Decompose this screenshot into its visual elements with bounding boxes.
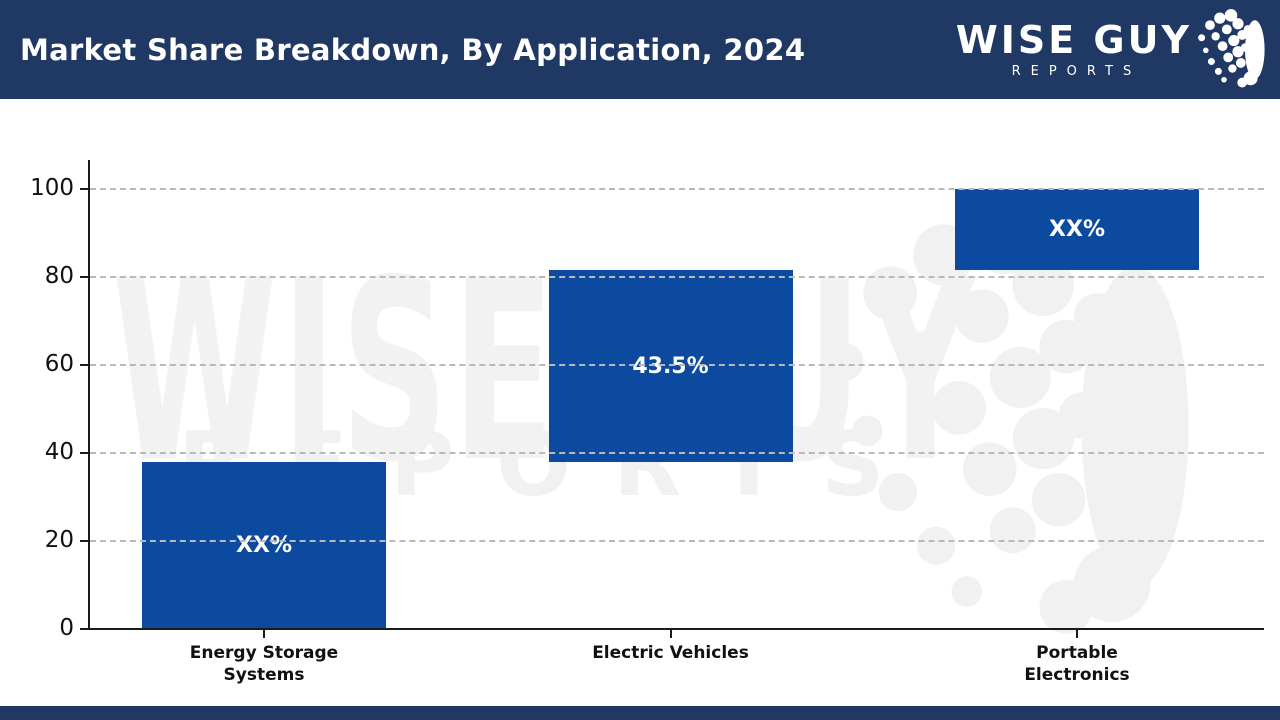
logo-text: WISE GUY REPORTS [956,21,1192,79]
y-tick-label: 60 [44,351,74,377]
y-tick-mark [80,276,88,278]
x-category-label-line: Portable [1036,643,1118,663]
x-tick-mark [1076,630,1078,638]
bar-segment: 43.5% [548,270,793,462]
y-tick-label: 20 [44,527,74,553]
y-axis-line [88,160,90,630]
y-tick-mark [80,364,88,366]
x-category-label: Portable Electronics [907,642,1247,687]
x-tick-mark [669,630,672,638]
bar-value-label: 43.5% [632,353,709,379]
bar-segment: XX% [955,189,1199,271]
footer-bar [0,706,1280,720]
bar-value-label: XX% [236,532,292,558]
x-axis-line [88,628,1264,630]
y-tick-label: 40 [44,439,74,465]
x-category-label-line: Systems [223,665,305,686]
bar-segment: XX% [142,461,386,629]
wise-guy-logo: WISE GUY REPORTS [956,8,1266,91]
y-tick-mark [80,628,88,630]
y-tick-label: 0 [59,615,74,641]
y-tick-mark [80,540,88,542]
logo-face-icon [1198,8,1265,87]
x-category-label: Electric Vehicles [501,642,841,664]
page-title: Market Share Breakdown, By Application, … [20,32,806,67]
x-category-label: Energy Storage Systems [94,642,434,687]
gridline-20 [90,540,1264,542]
logo-wordmark: WISE GUY [955,17,1192,62]
watermark-face-icon [825,209,1189,634]
gridline-100 [90,188,1264,190]
y-tick-label: 80 [44,263,74,289]
logo-subtitle: REPORTS [1011,63,1142,79]
y-tick-mark [80,452,88,454]
gridline-80 [90,276,1264,278]
x-category-label-line: Electronics [1024,665,1130,686]
x-category-label-line: Electric Vehicles [592,643,749,663]
gridline-40 [90,452,1264,454]
x-category-label-line: Energy Storage [189,643,339,663]
y-tick-mark [80,188,88,190]
y-tick-label: 100 [30,175,74,201]
header-bar: Market Share Breakdown, By Application, … [0,0,1280,99]
gridline-60 [90,364,1264,366]
chart-area: WISE GUY REPORTS 0 20 40 60 80 100 XX% Energy S… [0,99,1280,706]
x-tick-mark [263,630,265,638]
bar-value-label: XX% [1049,217,1105,243]
